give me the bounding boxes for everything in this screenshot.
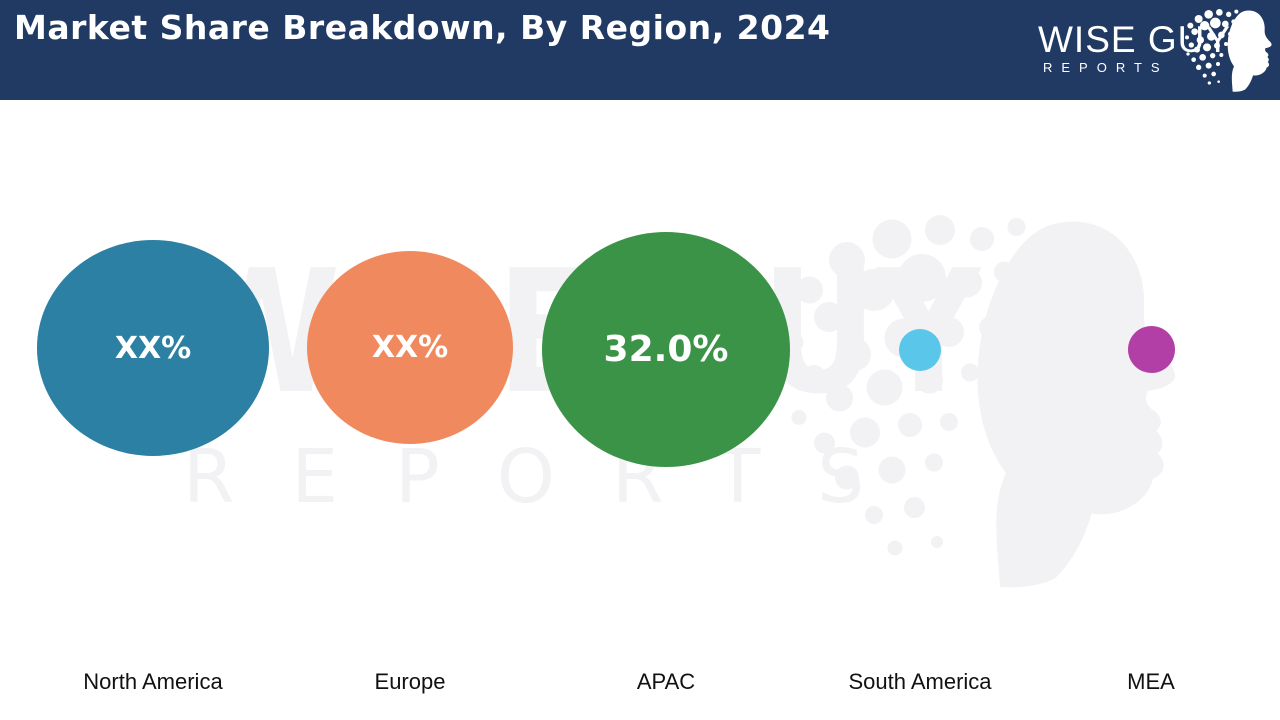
- header-bar: Market Share Breakdown, By Region, 2024 …: [0, 0, 1280, 100]
- bubble-apac-value: 32.0%: [603, 329, 729, 370]
- bubble-mea: [1128, 326, 1175, 373]
- category-label-south-america: South America: [848, 669, 992, 694]
- logo-head-icon: [1182, 5, 1272, 93]
- bubble-europe: XX%: [307, 251, 513, 444]
- bubble-apac: 32.0%: [542, 232, 790, 467]
- bubble-north-america: XX%: [37, 240, 269, 456]
- category-label-mea: MEA: [1127, 669, 1175, 694]
- watermark-reports-text: REPORTS: [183, 434, 922, 520]
- page-title: Market Share Breakdown, By Region, 2024: [14, 8, 831, 47]
- bubble-europe-value: XX%: [371, 330, 449, 365]
- category-label-europe: Europe: [374, 669, 446, 694]
- category-label-apac: APAC: [636, 669, 696, 694]
- logo-reports-label: REPORTS: [1043, 60, 1169, 75]
- bubble-south-america: [899, 329, 941, 371]
- watermark-head-icon: [772, 200, 1177, 590]
- category-label-north-america: North America: [83, 669, 223, 694]
- bubble-north-america-value: XX%: [114, 330, 192, 366]
- wiseguy-logo: WISE GUY REPORTS: [1034, 3, 1274, 97]
